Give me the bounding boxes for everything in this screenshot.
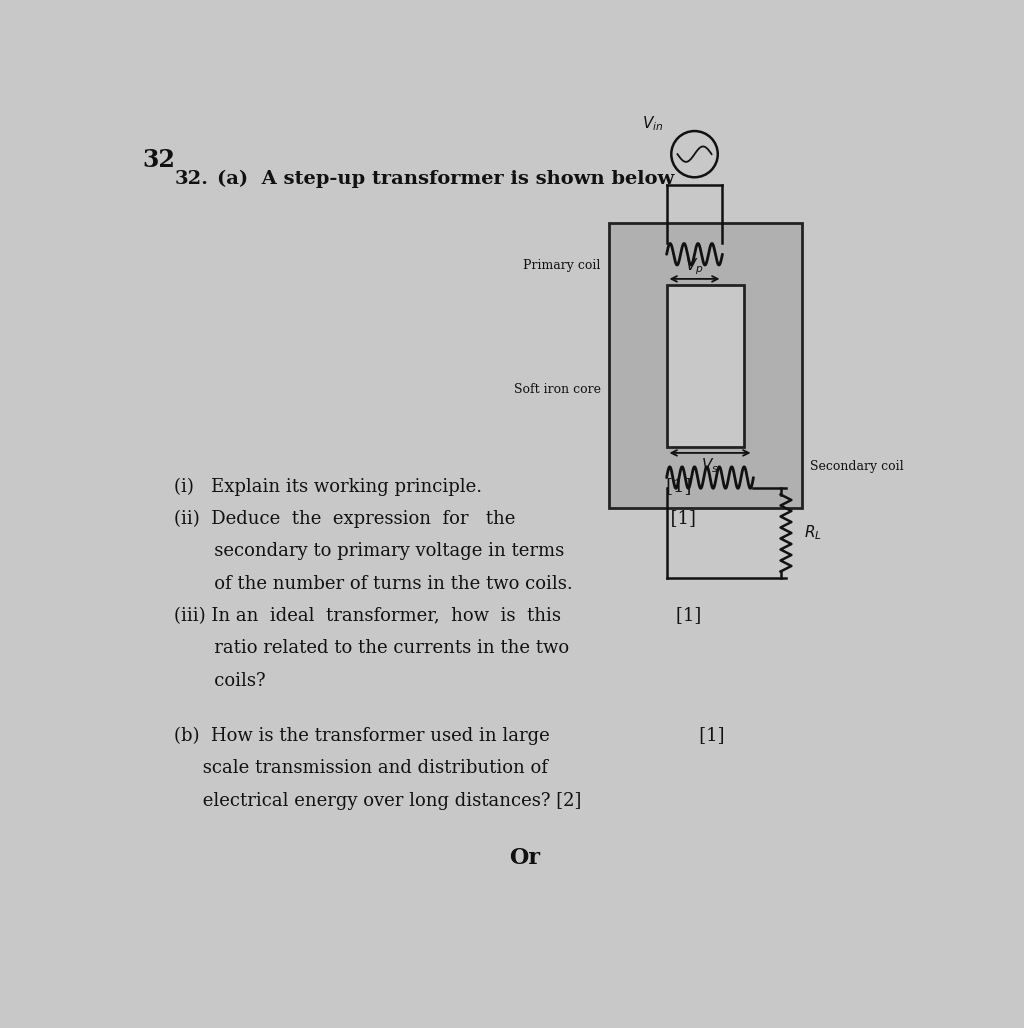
Text: Secondary coil: Secondary coil: [810, 460, 903, 473]
Text: (ii)  Deduce  the  expression  for   the                           [1]: (ii) Deduce the expression for the [1]: [174, 510, 696, 528]
Text: ratio related to the currents in the two: ratio related to the currents in the two: [174, 639, 569, 657]
Text: $R_L$: $R_L$: [804, 523, 821, 543]
Text: coils?: coils?: [174, 671, 266, 690]
Text: 32.: 32.: [174, 170, 209, 187]
Text: Soft iron core: Soft iron core: [514, 382, 601, 396]
Text: (a)  A step-up transformer is shown below: (a) A step-up transformer is shown below: [217, 170, 675, 188]
Text: (iii) In an  ideal  transformer,  how  is  this                    [1]: (iii) In an ideal transformer, how is th…: [174, 607, 701, 625]
Text: of the number of turns in the two coils.: of the number of turns in the two coils.: [174, 575, 573, 592]
Text: (b)  How is the transformer used in large                          [1]: (b) How is the transformer used in large…: [174, 727, 725, 745]
Bar: [608, 223, 802, 509]
Text: $V_s$: $V_s$: [701, 456, 719, 475]
Text: $V_{in}$: $V_{in}$: [642, 114, 664, 133]
Text: (i)   Explain its working principle.                                [1]: (i) Explain its working principle. [1]: [174, 478, 692, 495]
Text: scale transmission and distribution of: scale transmission and distribution of: [174, 760, 549, 777]
Text: 32: 32: [142, 148, 175, 172]
Text: secondary to primary voltage in terms: secondary to primary voltage in terms: [174, 542, 565, 560]
Text: electrical energy over long distances? [2]: electrical energy over long distances? […: [174, 792, 582, 810]
Bar: [667, 285, 744, 447]
Text: Or: Or: [509, 847, 541, 869]
Text: $V_p$: $V_p$: [685, 256, 703, 277]
Text: Primary coil: Primary coil: [523, 259, 601, 272]
